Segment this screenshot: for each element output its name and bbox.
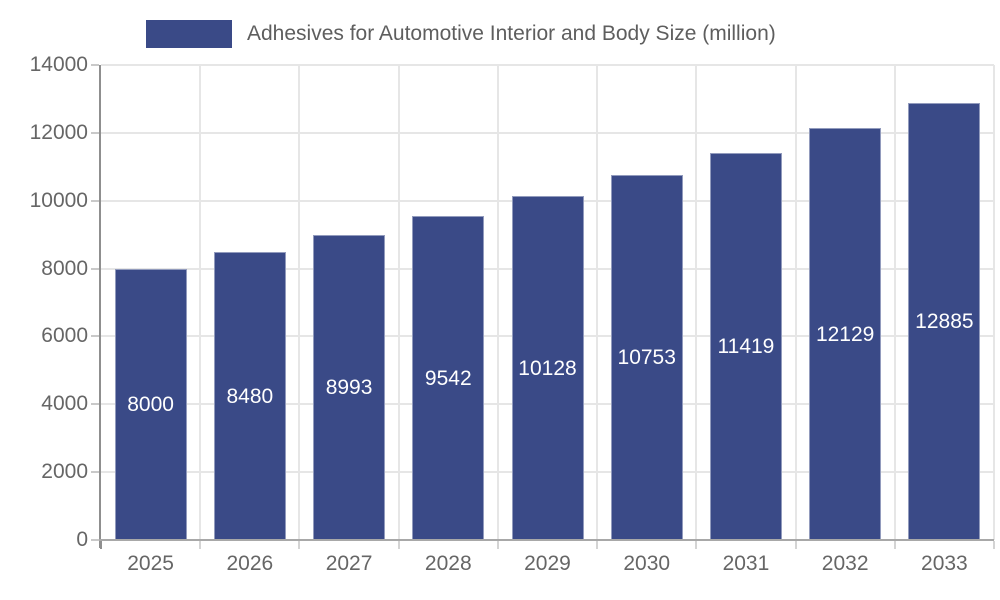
bar-2025[interactable]: 8000: [114, 268, 187, 540]
legend-label: Adhesives for Automotive Interior and Bo…: [247, 22, 776, 45]
y-axis-tick: [91, 131, 99, 134]
bar-value-label: 8993: [325, 375, 373, 399]
x-tick-label: 2031: [722, 552, 770, 575]
legend[interactable]: Adhesives for Automotive Interior and Bo…: [146, 20, 776, 48]
x-axis-tick: [496, 541, 499, 549]
bar-2027[interactable]: 8993: [313, 234, 386, 540]
y-axis-tick: [91, 199, 99, 202]
y-axis-tick: [91, 267, 99, 270]
x-tick-label: 2029: [524, 552, 571, 575]
bar-2029[interactable]: 10128: [511, 196, 584, 540]
x-tick-label: 2032: [821, 552, 869, 575]
bar-value-label: 8480: [226, 384, 274, 408]
bar-2033[interactable]: 12885: [908, 102, 981, 540]
h-gridline: [101, 64, 994, 66]
x-axis-tick: [695, 541, 698, 549]
y-axis-line: [99, 65, 101, 548]
x-axis-tick: [993, 541, 995, 549]
y-tick-label: 8000: [41, 256, 88, 280]
x-tick-label: 2027: [325, 552, 373, 575]
x-tick-label: 2026: [226, 552, 274, 575]
v-gridline: [298, 65, 301, 540]
bar-2028[interactable]: 9542: [412, 216, 485, 540]
y-tick-label: 6000: [41, 324, 88, 348]
bar-value-label: 12129: [815, 322, 875, 346]
bar-value-label: 8000: [127, 392, 174, 416]
v-gridline: [794, 65, 797, 540]
x-tick-label: 2028: [424, 552, 472, 575]
y-axis-tick: [91, 64, 99, 66]
y-axis-tick: [91, 539, 99, 541]
v-gridline: [199, 65, 202, 540]
bar-value-label: 11419: [717, 334, 775, 358]
bar-value-label: 12885: [915, 309, 974, 333]
x-axis-tick: [100, 541, 102, 549]
bar-2031[interactable]: 11419: [709, 152, 782, 540]
x-axis-line: [91, 539, 994, 541]
h-gridline: [101, 131, 994, 134]
bar-value-label: 10128: [518, 356, 577, 380]
x-axis-tick: [794, 541, 797, 549]
x-axis-tick: [397, 541, 400, 549]
x-tick-label: 2025: [127, 552, 174, 575]
v-gridline: [893, 65, 896, 540]
plot-area: 8000 8480 8993 9542 10128 10753 11419 12129 1288…: [91, 64, 995, 549]
y-tick-label: 12000: [29, 120, 88, 144]
v-gridline: [596, 65, 599, 540]
v-gridline: [993, 65, 995, 540]
bar-2026[interactable]: 8480: [213, 252, 286, 540]
x-tick-label: 2030: [623, 552, 671, 575]
x-axis-tick: [199, 541, 202, 549]
x-axis-tick: [893, 541, 896, 549]
y-axis-tick: [91, 403, 99, 406]
x-axis-tick: [596, 541, 599, 549]
v-gridline: [397, 65, 400, 540]
y-tick-label: 4000: [41, 392, 88, 416]
legend-swatch: [146, 20, 232, 48]
v-gridline: [695, 65, 698, 540]
y-tick-label: 0: [76, 528, 88, 551]
y-tick-label: 10000: [29, 188, 88, 212]
bar-2030[interactable]: 10753: [610, 175, 683, 540]
y-tick-label: 2000: [41, 460, 88, 484]
v-gridline: [496, 65, 499, 540]
x-axis-tick: [298, 541, 301, 549]
y-axis-tick: [91, 471, 99, 474]
bar-2032[interactable]: 12129: [809, 128, 882, 540]
y-tick-label: 14000: [29, 53, 88, 76]
x-tick-label: 2033: [921, 552, 968, 575]
bar-value-label: 10753: [617, 346, 676, 370]
bar-value-label: 9542: [424, 366, 472, 390]
y-axis-tick: [91, 335, 99, 338]
